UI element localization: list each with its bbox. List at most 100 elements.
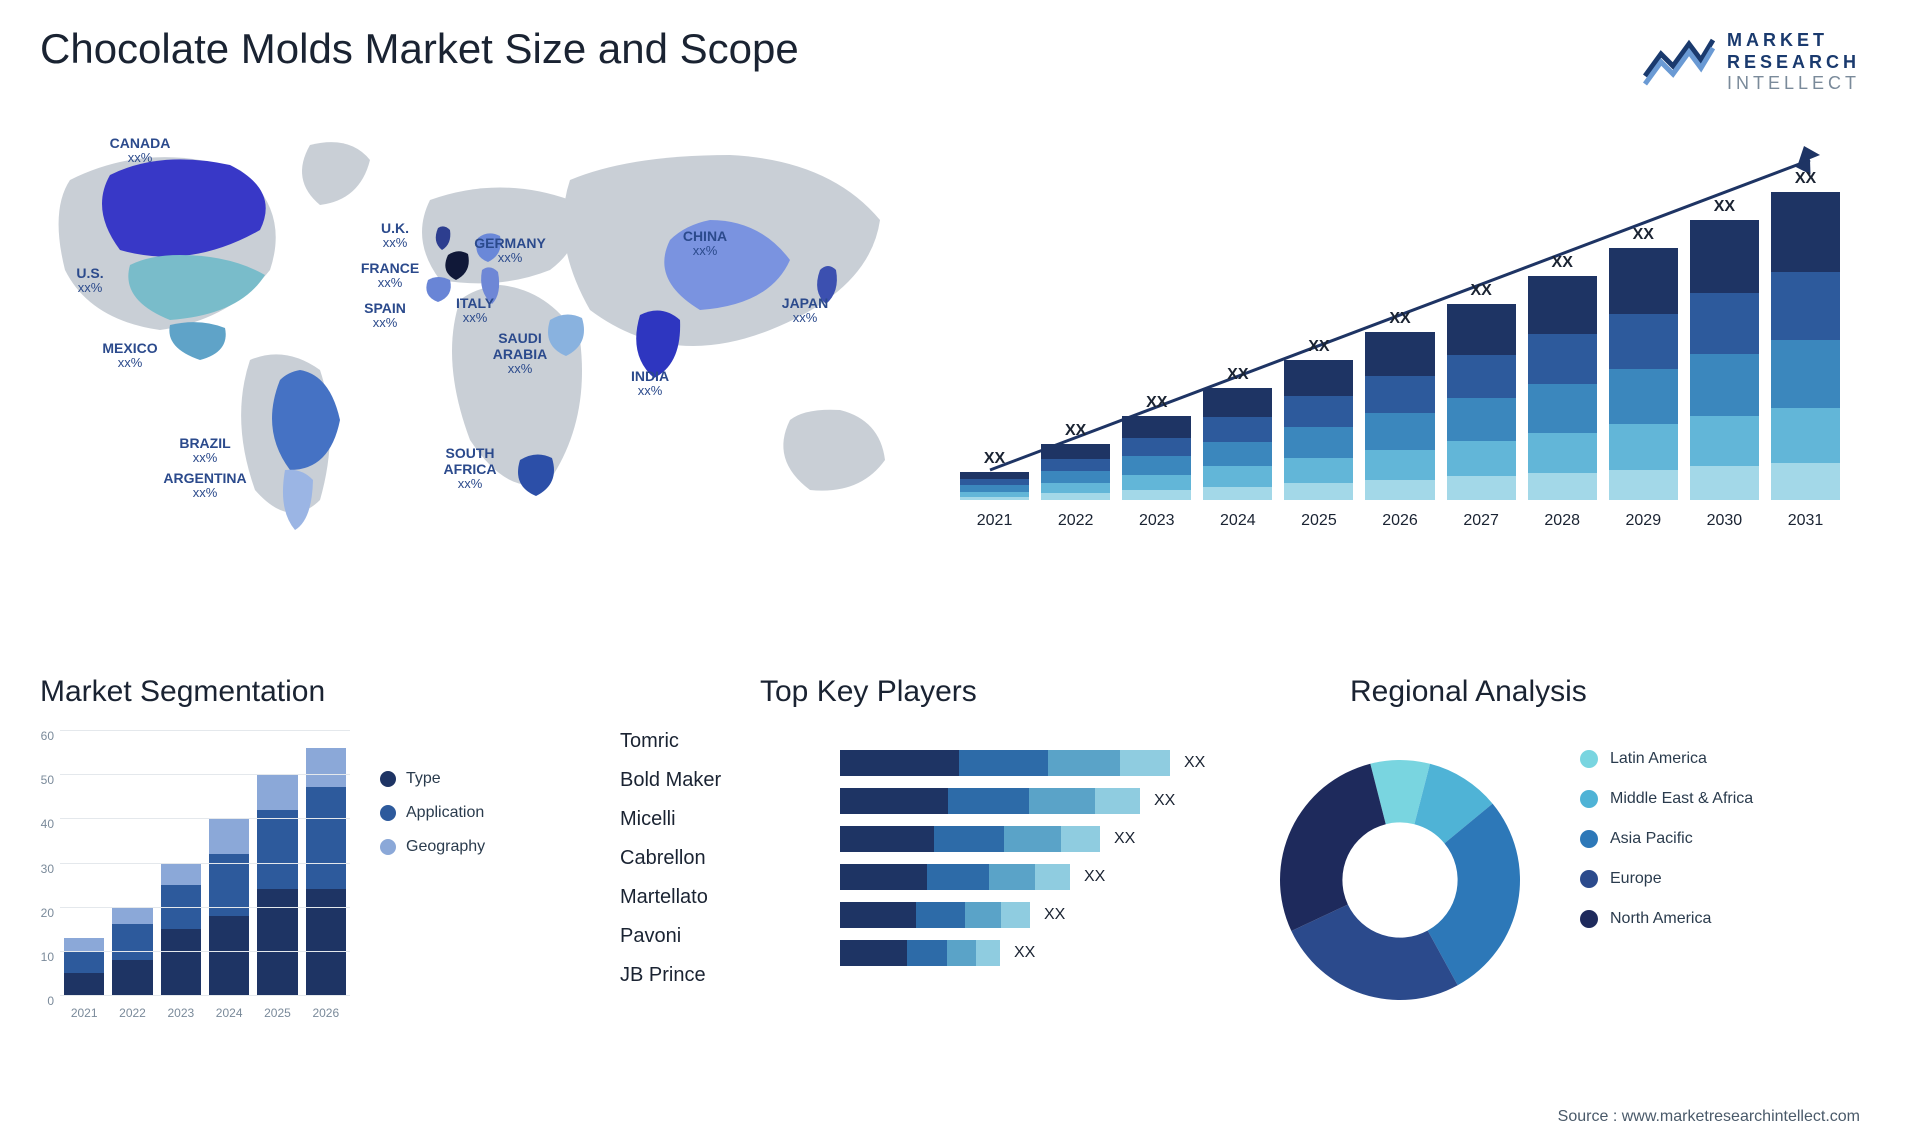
seg-x-tick: 2026 [306, 1006, 346, 1020]
map-label-brazil: BRAZILxx% [179, 435, 230, 466]
growth-value-label: XX [1146, 394, 1167, 412]
seg-x-tick: 2023 [161, 1006, 201, 1020]
growth-bar-2027: XX [1447, 282, 1516, 500]
growth-x-tick: 2023 [1122, 512, 1191, 530]
growth-x-tick: 2024 [1203, 512, 1272, 530]
player-bar-row: XX [840, 902, 1210, 928]
player-value-label: XX [1044, 906, 1065, 924]
growth-x-tick: 2030 [1690, 512, 1759, 530]
growth-bar-2024: XX [1203, 366, 1272, 500]
growth-value-label: XX [1308, 338, 1329, 356]
legend-dot-icon [1580, 870, 1598, 888]
regional-legend-item: Latin America [1580, 750, 1753, 768]
key-players-list: TomricBold MakerMicelliCabrellonMartella… [620, 730, 721, 1003]
map-label-france: FRANCExx% [361, 260, 419, 291]
seg-bar-2023 [161, 863, 201, 995]
player-bar-row: XX [840, 750, 1210, 776]
key-player-item: Micelli [620, 808, 721, 831]
map-country-brazil [272, 370, 340, 470]
legend-dot-icon [1580, 750, 1598, 768]
map-label-mexico: MEXICOxx% [102, 340, 157, 371]
growth-bar-2030: XX [1690, 198, 1759, 500]
growth-bar-2028: XX [1528, 254, 1597, 500]
key-players-title: Top Key Players [760, 675, 977, 709]
map-label-spain: SPAINxx% [364, 300, 406, 331]
regional-legend-label: Asia Pacific [1610, 830, 1693, 848]
seg-x-tick: 2022 [112, 1006, 152, 1020]
player-value-label: XX [1084, 868, 1105, 886]
seg-legend-item: Application [380, 804, 485, 822]
legend-dot-icon [380, 805, 396, 821]
growth-bar-2023: XX [1122, 394, 1191, 500]
regional-legend: Latin America Middle East & Africa Asia Pa… [1580, 750, 1753, 950]
growth-x-tick: 2027 [1447, 512, 1516, 530]
legend-dot-icon [380, 771, 396, 787]
map-label-canada: CANADAxx% [110, 135, 171, 166]
growth-bar-2031: XX [1771, 170, 1840, 500]
source-attribution: Source : www.marketresearchintellect.com [1558, 1108, 1860, 1126]
key-player-item: Bold Maker [620, 769, 721, 792]
growth-bar-2021: XX [960, 450, 1029, 500]
donut-slice [1280, 764, 1386, 931]
growth-value-label: XX [1227, 366, 1248, 384]
seg-y-tick: 20 [41, 906, 54, 920]
seg-y-tick: 40 [41, 817, 54, 831]
regional-legend-item: Europe [1580, 870, 1753, 888]
growth-bar-2029: XX [1609, 226, 1678, 500]
seg-legend-item: Geography [380, 838, 485, 856]
regional-legend-item: Middle East & Africa [1580, 790, 1753, 808]
key-player-item: JB Prince [620, 964, 721, 987]
growth-value-label: XX [1470, 282, 1491, 300]
growth-x-tick: 2022 [1041, 512, 1110, 530]
map-label-us: U.S.xx% [76, 265, 103, 296]
growth-x-tick: 2031 [1771, 512, 1840, 530]
seg-legend-label: Geography [406, 838, 485, 856]
seg-legend-label: Application [406, 804, 484, 822]
player-value-label: XX [1154, 792, 1175, 810]
player-bar-row: XX [840, 826, 1210, 852]
map-label-uk: U.K.xx% [381, 220, 409, 251]
growth-value-label: XX [1714, 198, 1735, 216]
seg-y-tick: 60 [41, 729, 54, 743]
growth-x-tick: 2026 [1365, 512, 1434, 530]
map-label-china: CHINAxx% [683, 228, 727, 259]
seg-legend-item: Type [380, 770, 485, 788]
seg-y-tick: 0 [47, 994, 54, 1008]
legend-dot-icon [1580, 830, 1598, 848]
growth-bar-chart: XXXXXXXXXXXXXXXXXXXXXX 20212022202320242… [960, 130, 1840, 530]
map-label-japan: JAPANxx% [782, 295, 828, 326]
growth-value-label: XX [1633, 226, 1654, 244]
player-value-label: XX [1184, 754, 1205, 772]
player-value-label: XX [1114, 830, 1135, 848]
key-player-item: Pavoni [620, 925, 721, 948]
map-country-safrica [518, 454, 554, 496]
legend-dot-icon [380, 839, 396, 855]
regional-donut-chart [1260, 740, 1540, 1020]
world-map: CANADAxx% U.S.xx% MEXICOxx% BRAZILxx% ARGENT… [30, 120, 930, 540]
page-title: Chocolate Molds Market Size and Scope [40, 25, 799, 73]
key-players-bar-chart: XX XX XX XX XX XX [840, 750, 1210, 978]
regional-title: Regional Analysis [1350, 675, 1587, 709]
key-player-item: Tomric [620, 730, 721, 753]
map-label-india: INDIAxx% [631, 368, 669, 399]
growth-x-tick: 2021 [960, 512, 1029, 530]
seg-legend-label: Type [406, 770, 441, 788]
player-bar-row: XX [840, 940, 1210, 966]
regional-legend-item: North America [1580, 910, 1753, 928]
segmentation-legend: Type Application Geography [380, 770, 485, 872]
seg-y-tick: 10 [41, 950, 54, 964]
segmentation-title: Market Segmentation [40, 675, 325, 709]
legend-dot-icon [1580, 910, 1598, 928]
map-country-argentina [283, 470, 313, 530]
segmentation-bar-chart: 0102030405060 202120222023202420252026 [30, 730, 350, 1020]
map-label-argentina: ARGENTINAxx% [163, 470, 246, 501]
player-bar-row: XX [840, 788, 1210, 814]
key-player-item: Cabrellon [620, 847, 721, 870]
seg-x-tick: 2021 [64, 1006, 104, 1020]
growth-value-label: XX [1795, 170, 1816, 188]
seg-y-tick: 50 [41, 773, 54, 787]
regional-legend-label: Latin America [1610, 750, 1707, 768]
growth-x-tick: 2029 [1609, 512, 1678, 530]
seg-y-tick: 30 [41, 862, 54, 876]
map-label-italy: ITALYxx% [456, 295, 494, 326]
